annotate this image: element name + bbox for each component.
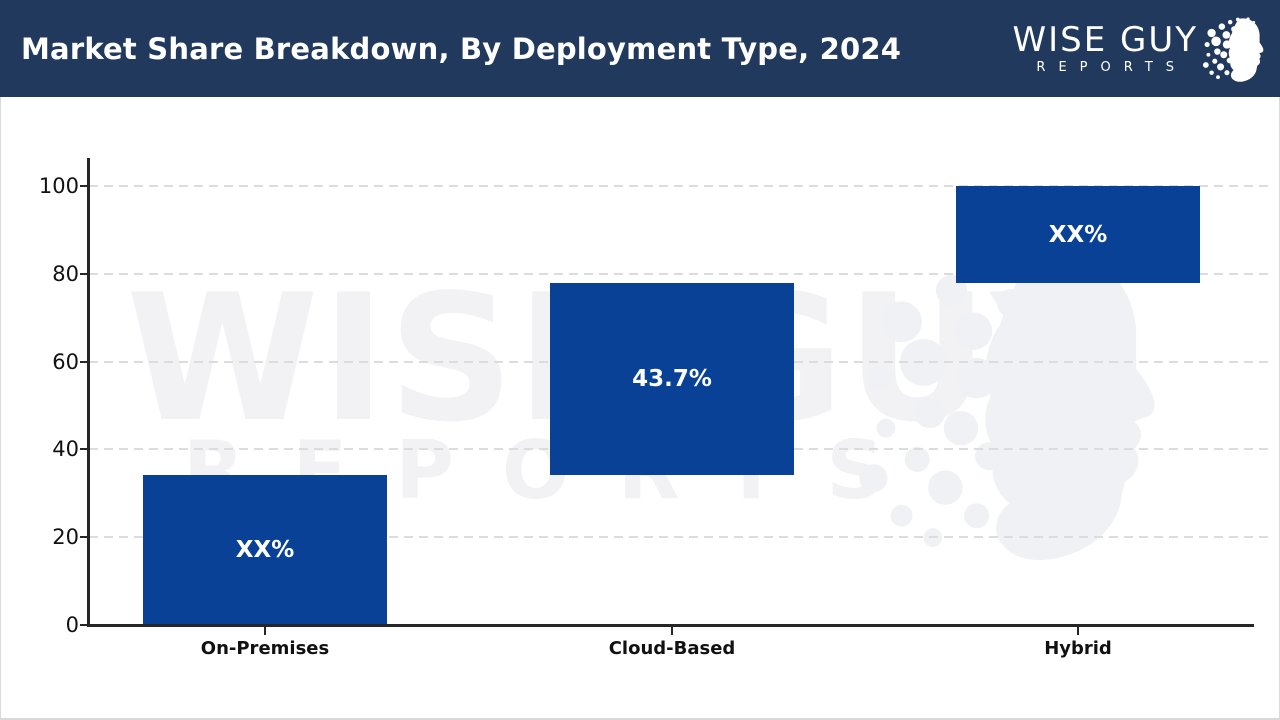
bar-on-premises: XX% [143,474,387,625]
y-tick-label-20: 20 [52,525,79,550]
bar-value-label: XX% [235,536,295,563]
gridline-20 [89,536,1269,539]
y-tick-80 [80,272,89,275]
brand-logo: WISE GUY REPORTS [1012,9,1280,89]
gridline-80 [89,272,1269,275]
bar-value-label: XX% [1048,221,1108,248]
wiseguy-face-icon [1202,16,1264,82]
x-tick-0 [264,627,266,635]
x-tick-2 [1077,627,1079,635]
y-tick-label-80: 80 [52,261,79,286]
header-band: Market Share Breakdown, By Deployment Ty… [0,0,1280,97]
bar-cloud-based: 43.7% [550,283,794,475]
brand-logo-text: WISE GUY REPORTS [1012,23,1198,74]
plot-area: 0 20 40 60 80 100 XX% 43.7% XX% On-Premises Cloud-… [1,97,1279,718]
x-axis-line [87,624,1254,627]
chart-title: Market Share Breakdown, By Deployment Ty… [21,31,902,66]
brand-subtitle: REPORTS [1036,60,1188,75]
brand-name: WISE GUY [1012,20,1198,60]
y-tick-label-0: 0 [65,613,79,637]
y-tick-label-100: 100 [38,174,79,198]
x-category-label: Hybrid [1044,638,1112,659]
y-tick-0 [80,624,89,626]
y-tick-40 [80,448,89,451]
x-category-label: On-Premises [200,638,330,659]
bar-value-label: 43.7% [632,365,712,392]
gridline-100 [89,185,1269,187]
y-tick-label-60: 60 [52,349,79,374]
y-tick-label-40: 40 [52,437,79,462]
bar-hybrid: XX% [956,186,1200,284]
y-tick-20 [80,536,89,539]
x-tick-1 [671,627,673,635]
x-category-label: Cloud-Based [608,638,736,659]
y-axis-line [87,158,90,627]
y-tick-60 [80,360,89,363]
y-tick-100 [80,185,89,187]
